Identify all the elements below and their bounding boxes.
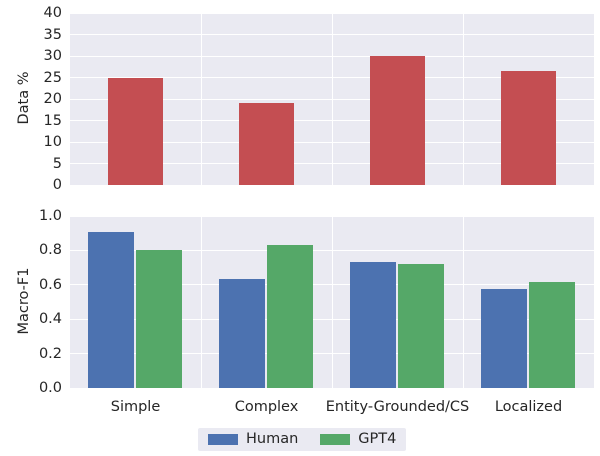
x-tick-label: Simple [110,399,161,415]
gridline-vertical [331,216,333,388]
bar-gpt4 [528,282,575,388]
y-tick-label: 10 [43,133,62,150]
bar-data-percent [500,71,556,185]
y-tick-label: 0.0 [38,379,62,396]
gridline-vertical [200,13,202,185]
y-tick-label: 35 [43,26,62,43]
y-tick-label: 30 [43,47,62,64]
y-axis-label-data-percent: Data % [16,71,32,125]
y-tick-label: 0.6 [38,276,62,293]
bar-gpt4 [397,264,444,388]
legend-entry-gpt4: GPT4 [320,432,396,447]
gridline-vertical [462,216,464,388]
legend-label: Human [246,431,299,448]
y-axis-label-macro-f1: Macro-F1 [16,267,32,335]
x-tick-label: Complex [234,399,299,415]
bar-human [219,278,266,388]
bar-data-percent [238,103,294,185]
gridline-vertical [200,216,202,388]
bar-data-percent [107,77,163,185]
legend-label: GPT4 [358,431,397,448]
y-tick-label: 0.4 [38,310,62,327]
chart-legend: Human GPT4 [198,428,407,451]
y-tick-label: 1.0 [38,207,62,224]
y-tick-label: 5 [52,155,62,172]
axes-data-percent [70,12,594,186]
gridline-horizontal [70,184,594,186]
y-tick-label: 40 [43,4,62,21]
gridline-vertical [462,13,464,185]
bar-human [481,289,528,388]
y-tick-label: 0 [52,176,62,193]
legend-swatch-gpt4 [320,434,351,445]
y-tick-label: 0.2 [38,345,62,362]
gridline-horizontal [70,387,594,389]
x-tick-label: Entity-Grounded/CS [325,399,470,415]
bar-gpt4 [135,249,182,388]
bar-human [350,262,397,388]
y-tick-label: 20 [43,90,62,107]
bar-gpt4 [266,245,313,388]
y-tick-label: 25 [43,69,62,86]
bar-human [88,232,135,388]
y-tick-label: 0.8 [38,242,62,259]
bar-data-percent [369,56,425,185]
axes-macro-f1 [70,215,594,389]
legend-entry-human: Human [208,432,298,447]
y-tick-label: 15 [43,112,62,129]
x-tick-label: Localized [494,399,563,415]
legend-swatch-human [208,434,238,445]
gridline-vertical [331,13,333,185]
